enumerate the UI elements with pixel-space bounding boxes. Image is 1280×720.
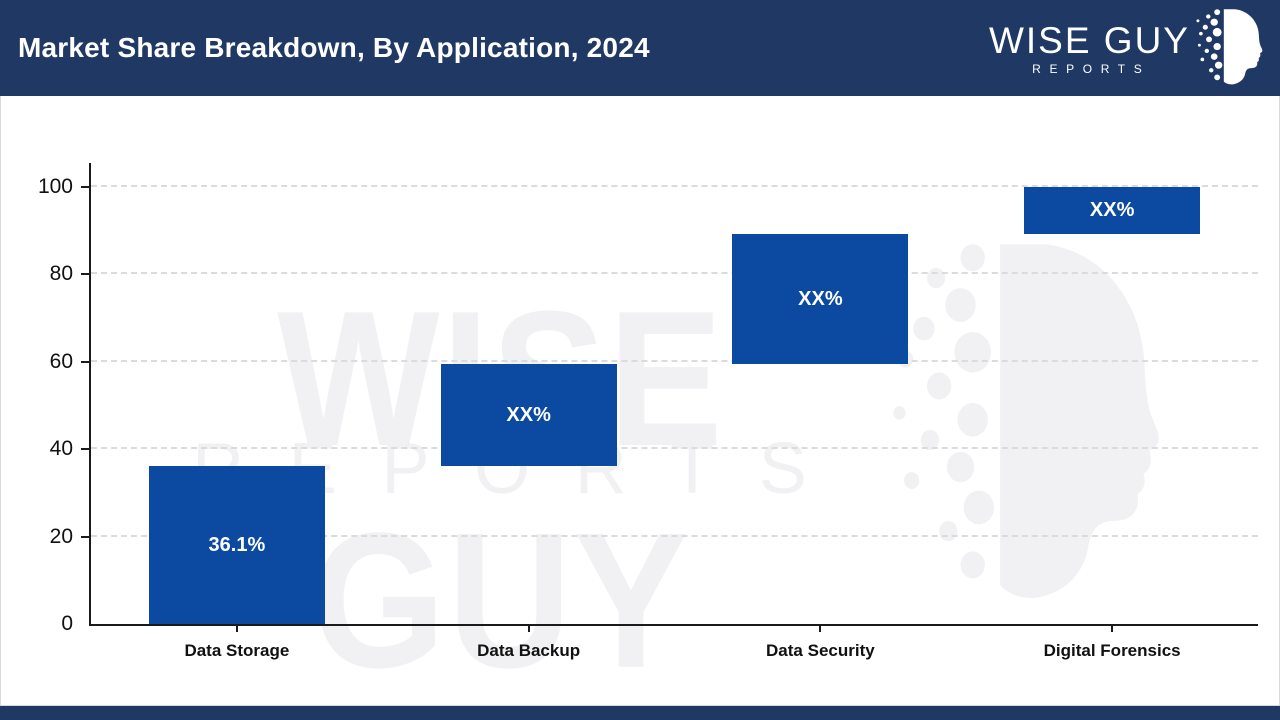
watermark-text-line1: WISE GUY — [277, 271, 723, 709]
x-tick-mark-data-security — [819, 624, 822, 632]
y-tick-mark-80 — [81, 273, 89, 276]
x-category-label-digital-forensics: Digital Forensics — [1043, 641, 1181, 660]
footer-bar — [0, 706, 1280, 720]
gridline-y80 — [91, 272, 1258, 275]
brand-logo-text: WISE GUY REPORTS — [989, 22, 1190, 75]
bar-data-storage: 36.1% — [148, 466, 325, 624]
bar-value-label: XX% — [798, 287, 843, 310]
y-tick-mark-40 — [81, 448, 89, 451]
gridline-y20 — [91, 534, 1258, 537]
bar-value-label: XX% — [506, 403, 551, 426]
x-tick-mark-data-backup — [527, 624, 530, 632]
brand-subtitle: REPORTS — [1032, 61, 1151, 76]
gridline-y60 — [91, 359, 1258, 362]
y-tick-label-80: 80 — [49, 262, 73, 286]
brand-logo: WISE GUY REPORTS — [989, 5, 1266, 91]
bar-value-label: XX% — [1089, 199, 1135, 222]
y-tick-label-40: 40 — [49, 437, 73, 461]
gridline-y40 — [91, 447, 1258, 450]
y-tick-mark-60 — [81, 360, 89, 363]
x-tick-mark-digital-forensics — [1111, 624, 1114, 632]
bar-data-backup: XX% — [440, 364, 617, 467]
brand-name: WISE GUY — [988, 19, 1190, 61]
page-title: Market Share Breakdown, By Application, … — [18, 32, 650, 63]
bar-value-label: 36.1% — [208, 533, 266, 556]
x-category-label-data-security: Data Security — [766, 641, 875, 660]
y-tick-label-60: 60 — [49, 349, 73, 373]
y-tick-label-0: 0 — [61, 612, 73, 635]
watermark-face-icon — [869, 224, 1174, 629]
bar-data-security: XX% — [732, 234, 909, 364]
header-bar: Market Share Breakdown, By Application, … — [0, 0, 1280, 96]
y-tick-label-100: 100 — [37, 175, 73, 198]
y-tick-label-20: 20 — [49, 524, 73, 548]
y-tick-mark-20 — [81, 535, 89, 538]
y-tick-mark-100 — [81, 186, 89, 188]
plot-region: 0 20 40 60 80 100 36.1% Data Storage XX% Data Bac… — [38, 163, 1258, 660]
gridline-y100 — [91, 185, 1258, 187]
x-tick-mark-data-storage — [235, 624, 238, 632]
wiseguy-face-icon — [1192, 5, 1266, 91]
bar-digital-forensics: XX% — [1024, 187, 1201, 235]
x-category-label-data-storage: Data Storage — [184, 641, 290, 660]
x-category-label-data-backup: Data Backup — [477, 641, 581, 660]
